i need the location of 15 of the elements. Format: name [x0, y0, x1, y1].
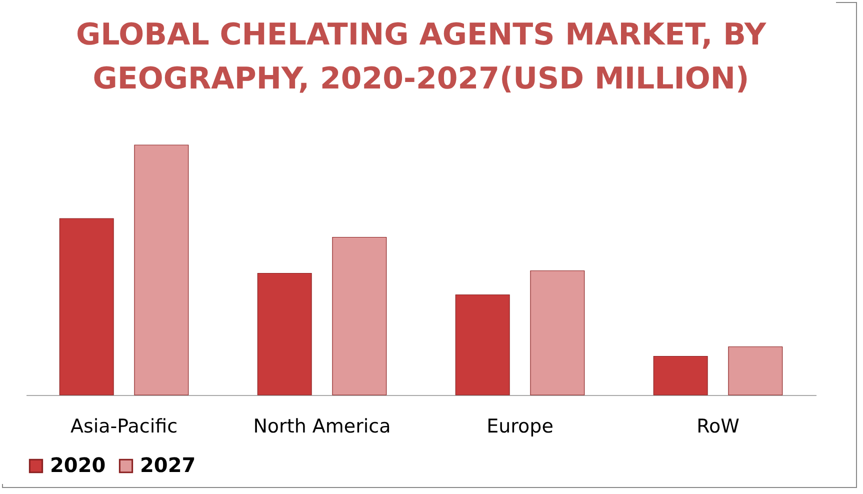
- bar: [134, 144, 189, 396]
- x-tick-label: Asia-Pacific: [70, 416, 178, 438]
- x-tick-label: RoW: [696, 416, 740, 438]
- x-tick-label: Europe: [486, 416, 554, 438]
- chart-title: GLOBAL CHELATING AGENTS MARKET, BY GEOGRAPHY, 2020-2027(USD MILLION): [76, 18, 768, 97]
- x-tick-label: North America: [253, 416, 391, 438]
- bar: [257, 272, 312, 396]
- bar: [530, 270, 585, 396]
- bar: [728, 346, 783, 396]
- bar: [455, 294, 510, 396]
- legend-label: 2027: [140, 453, 196, 477]
- bar: [653, 356, 708, 396]
- bar: [332, 236, 387, 396]
- bar: [59, 218, 114, 396]
- legend-label: 2020: [50, 453, 106, 477]
